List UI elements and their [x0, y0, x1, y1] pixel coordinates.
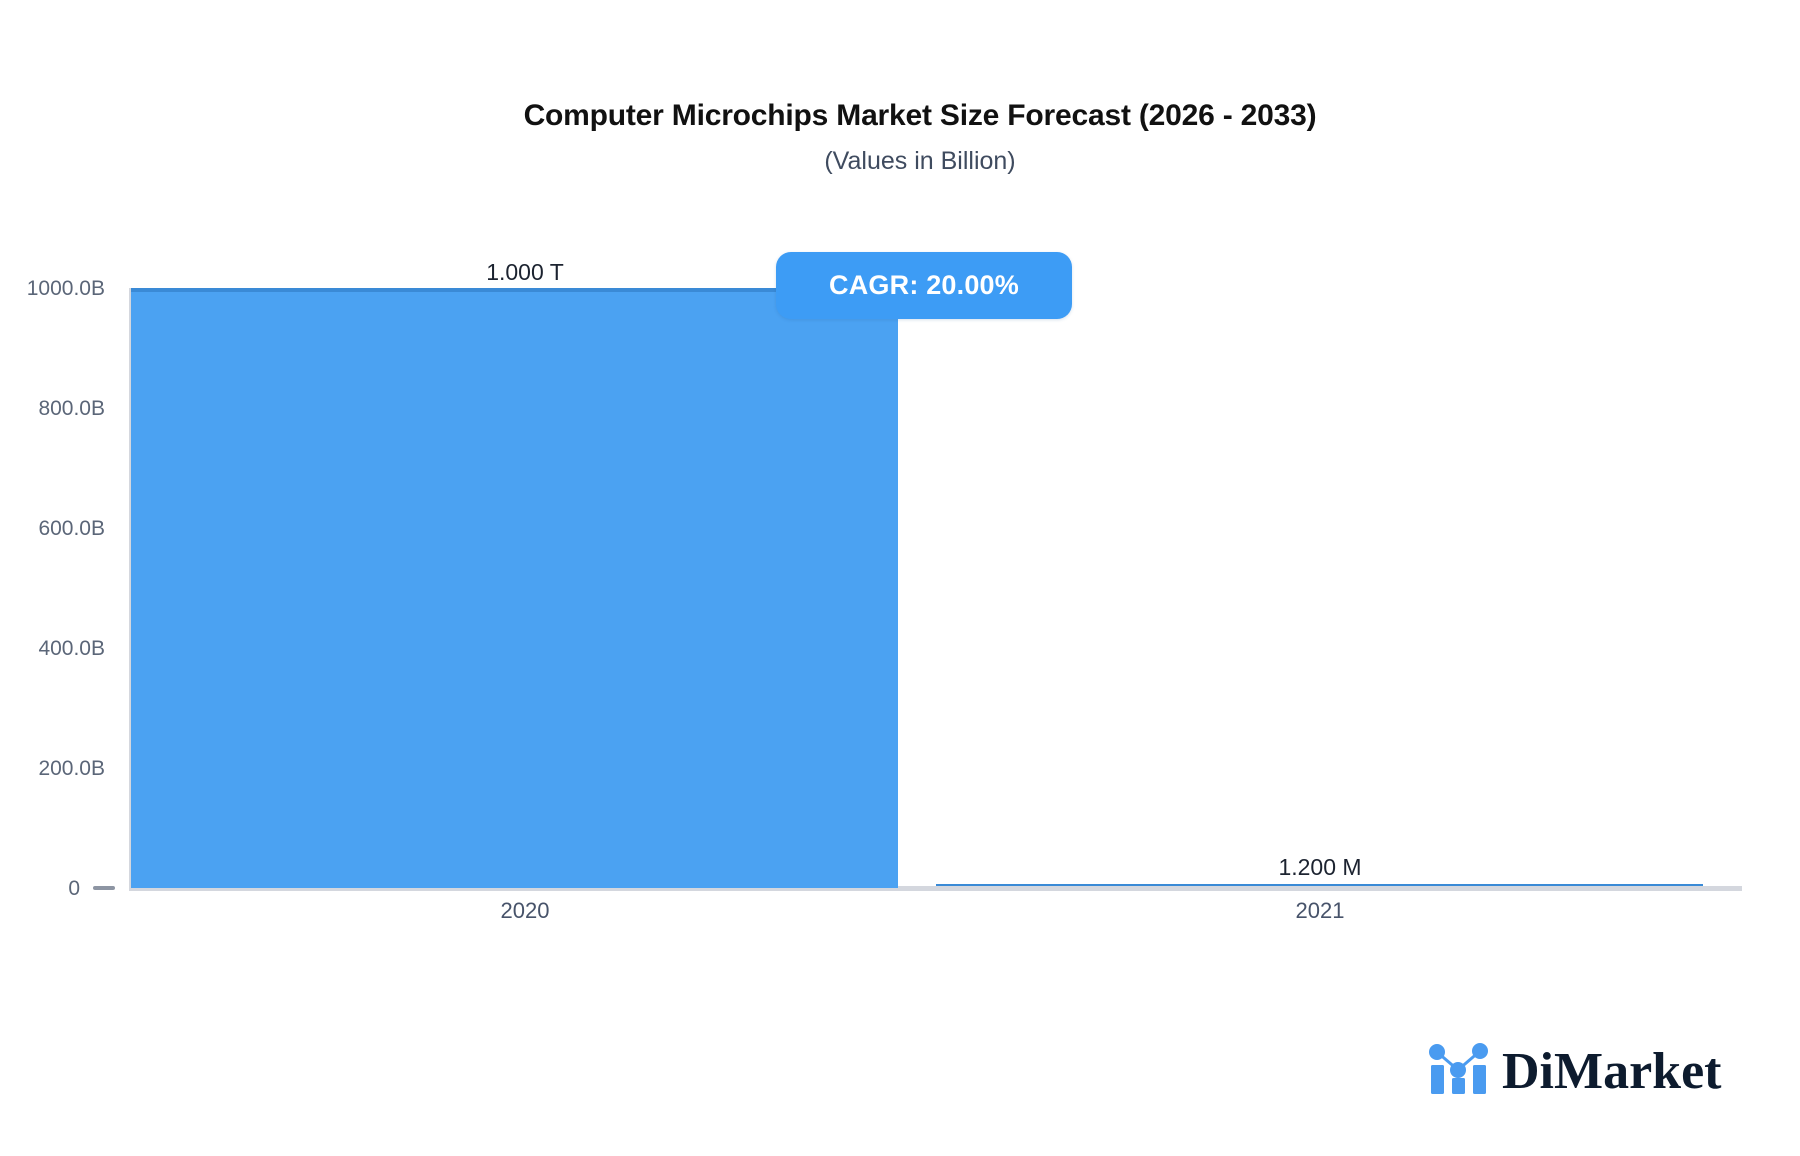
- x-tick-label-2021: 2021: [1295, 898, 1345, 923]
- bar-value-label-2020: 1.000 T: [486, 259, 564, 285]
- y-tick-label-600: 600.0B: [38, 517, 105, 540]
- y-tick-label-200: 200.0B: [38, 757, 105, 780]
- x-axis-line: [129, 886, 1742, 891]
- brand-name: DiMarket: [1502, 1042, 1722, 1100]
- y-tick-label-400: 400.0B: [38, 637, 105, 660]
- bar-2020[interactable]: [131, 288, 898, 888]
- bar-value-label-2021: 1.200 M: [1278, 854, 1362, 880]
- y-tick-label-0: 0: [68, 877, 80, 900]
- bar-2021[interactable]: [936, 884, 1703, 886]
- bar-chart-icon: [1428, 1040, 1490, 1103]
- brand-logo: DiMarket: [1428, 1040, 1721, 1103]
- y-tick-label-1000: 1000.0B: [26, 277, 105, 300]
- x-tick-label-2020: 2020: [500, 898, 550, 923]
- cagr-badge-label: CAGR: 20.00%: [829, 270, 1019, 300]
- cagr-badge[interactable]: CAGR: 20.00%: [776, 252, 1072, 319]
- y-tick-label-800: 800.0B: [38, 397, 105, 420]
- y-tick-dash-0: [93, 886, 115, 890]
